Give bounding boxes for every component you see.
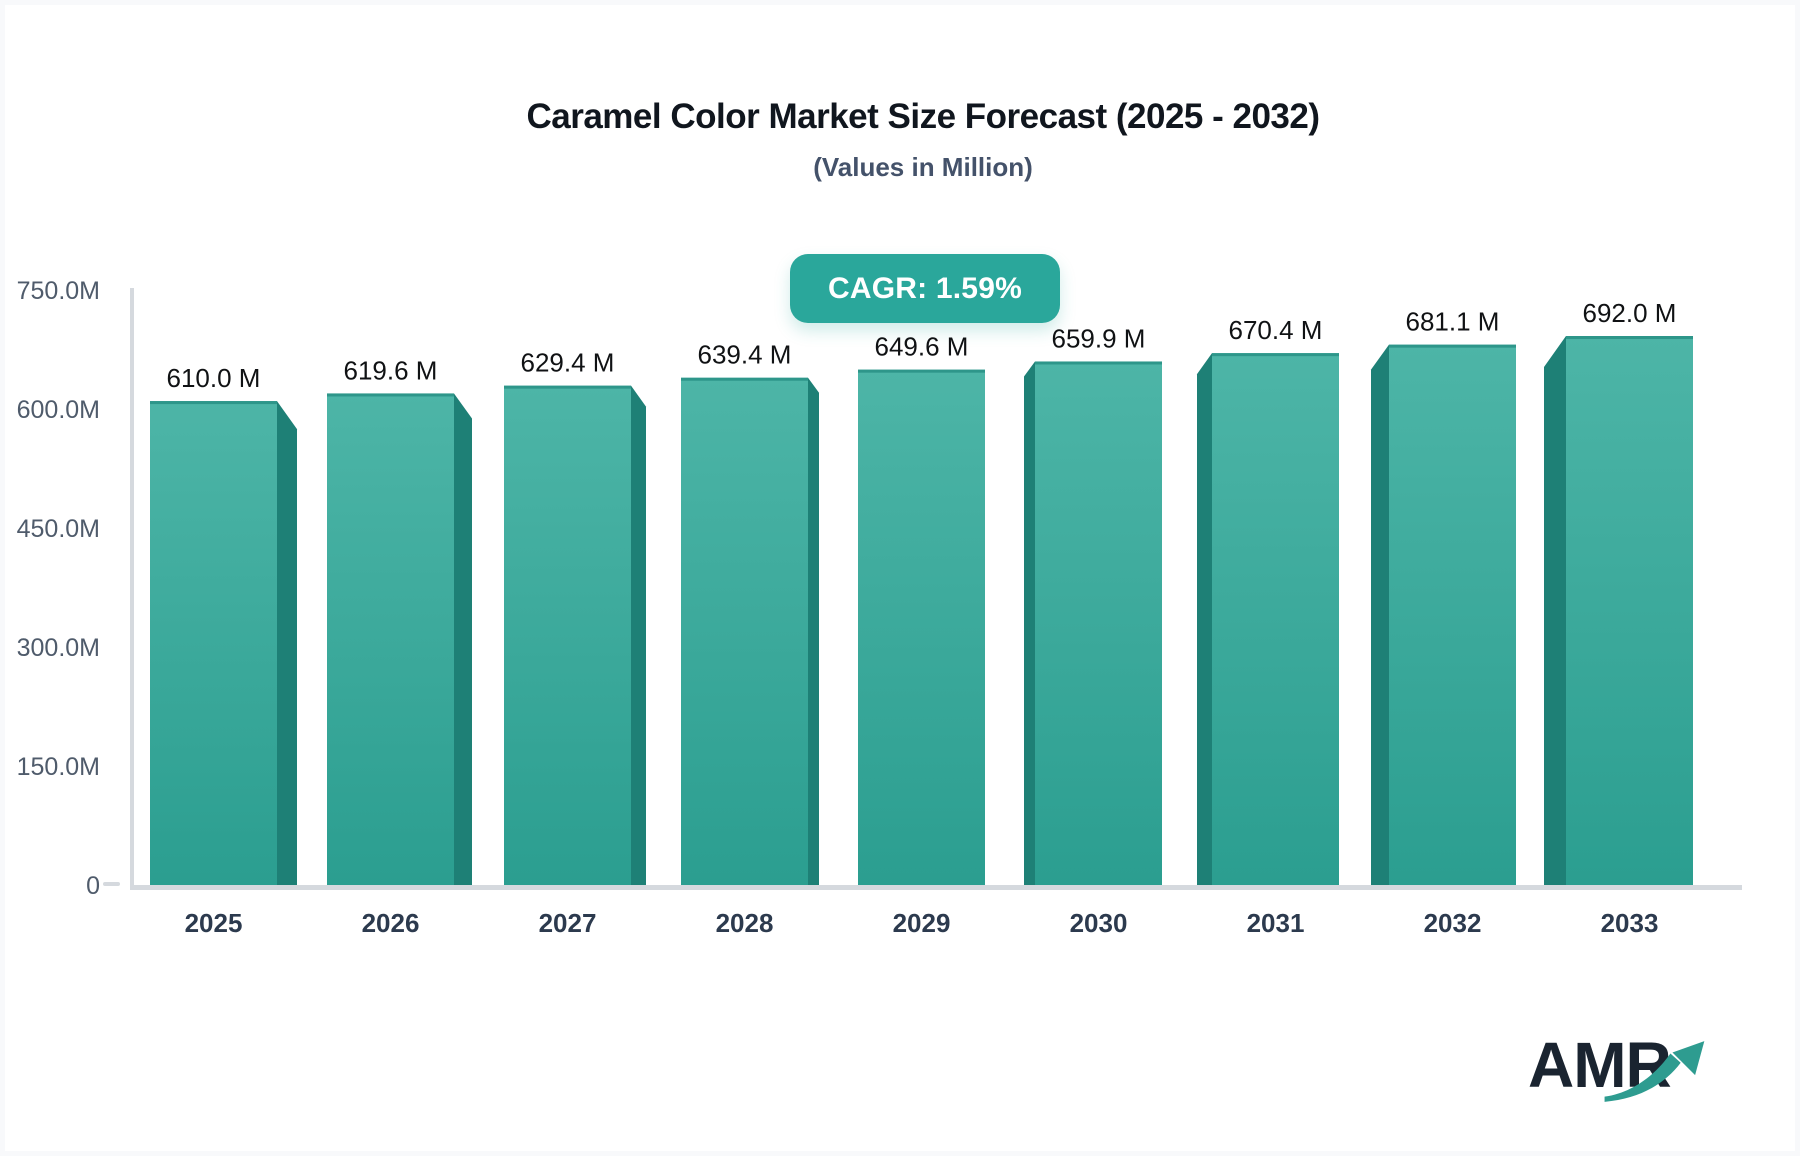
y-tick-label: 450.0M [17, 515, 100, 543]
bar-top-edge [1035, 361, 1162, 365]
x-tick-label: 2031 [1247, 908, 1305, 938]
chart-title: Caramel Color Market Size Forecast (2025… [526, 97, 1320, 136]
bar-group: 629.4 M 2027 [504, 348, 646, 938]
bar-top-edge [1212, 353, 1339, 357]
x-tick-label: 2032 [1424, 908, 1482, 938]
bar-value-label: 692.0 M [1583, 298, 1677, 328]
bar-side-face [1371, 344, 1389, 886]
bar-top-edge [681, 377, 808, 381]
bar-value-label: 681.1 M [1406, 307, 1500, 337]
chart-subtitle: (Values in Million) [813, 152, 1033, 182]
y-tick-label: 300.0M [17, 634, 100, 662]
bar-front-face [858, 369, 985, 886]
bar-group: 692.0 M 2033 [1544, 298, 1693, 938]
bar-group: 649.6 M 2029 [858, 332, 985, 938]
bar-side-face [277, 401, 297, 885]
bar-front-face [1389, 344, 1516, 886]
bar-group: 670.4 M 2031 [1197, 315, 1339, 938]
zero-tick-mark [103, 882, 120, 886]
bar-value-label: 629.4 M [521, 348, 615, 378]
y-tick-label: 750.0M [17, 277, 100, 305]
bar-side-face [454, 393, 472, 885]
bar-top-edge [327, 393, 454, 397]
x-tick-label: 2026 [362, 908, 420, 938]
x-tick-label: 2033 [1601, 908, 1659, 938]
bar-group: 619.6 M 2026 [327, 355, 472, 938]
bar-value-label: 659.9 M [1052, 323, 1146, 353]
bar-side-face [631, 385, 646, 885]
bar-side-face [1024, 361, 1035, 885]
amr-logo: AMR [1528, 1028, 1748, 1118]
x-tick-label: 2027 [539, 908, 597, 938]
y-tick-label: 600.0M [17, 396, 100, 424]
cagr-badge-label: CAGR: 1.59% [828, 271, 1022, 305]
bar-top-edge [1389, 344, 1516, 348]
bar-value-label: 649.6 M [875, 332, 969, 362]
bar-front-face [327, 393, 454, 885]
bar-front-face [1566, 336, 1693, 886]
bar-value-label: 670.4 M [1229, 315, 1323, 345]
bar-top-edge [1566, 336, 1693, 340]
bar-front-face [681, 377, 808, 885]
y-tick-label: 0 [86, 872, 100, 900]
cagr-badge: CAGR: 1.59% [790, 254, 1060, 323]
bar-group: 639.4 M 2028 [681, 340, 819, 938]
x-tick-label: 2030 [1070, 908, 1128, 938]
bar-value-label: 610.0 M [167, 363, 261, 393]
bar-front-face [1035, 361, 1162, 885]
bar-front-face [1212, 353, 1339, 886]
bar-top-edge [858, 369, 985, 373]
bar-front-face [150, 401, 277, 885]
bar-value-label: 639.4 M [698, 340, 792, 370]
y-tick-label: 150.0M [17, 753, 100, 781]
bar-group: 610.0 M 2025 [150, 363, 297, 938]
growth-arrow-icon [1604, 1041, 1705, 1102]
bar-side-face [808, 377, 819, 885]
bar-top-edge [504, 385, 631, 389]
x-tick-label: 2029 [893, 908, 951, 938]
bar-group: 659.9 M 2030 [1024, 323, 1162, 938]
bar-value-label: 619.6 M [344, 355, 438, 385]
bar-top-edge [150, 401, 277, 405]
bar-side-face [1544, 336, 1566, 886]
bar-front-face [504, 385, 631, 885]
x-tick-label: 2028 [716, 908, 774, 938]
bar-group: 681.1 M 2032 [1371, 307, 1516, 938]
x-axis-line [130, 885, 1742, 890]
bar-side-face [1197, 353, 1212, 886]
x-tick-label: 2025 [185, 908, 243, 938]
y-axis-line [130, 288, 134, 890]
